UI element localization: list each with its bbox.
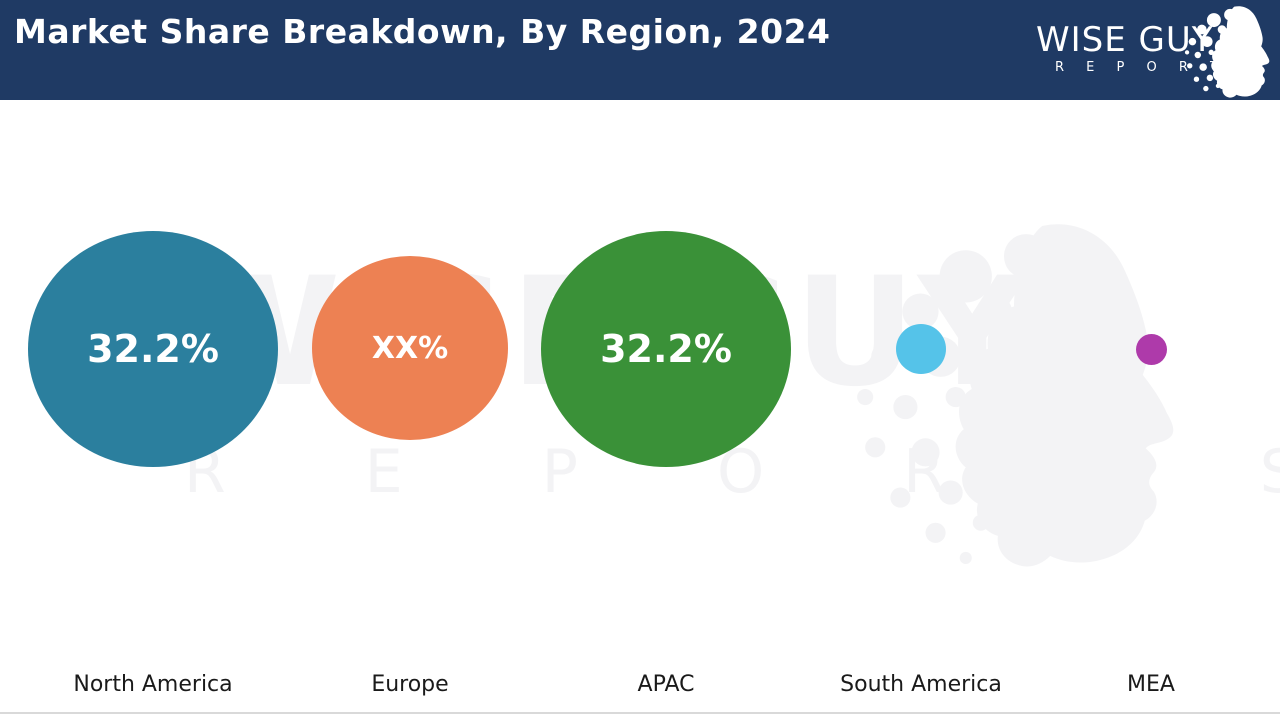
logo-subtitle: R E P O R T S xyxy=(1055,60,1258,75)
logo-wordmark: WISE GUY xyxy=(1036,20,1214,60)
page-title: Market Share Breakdown, By Region, 2024 xyxy=(14,12,831,51)
header-bar: Market Share Breakdown, By Region, 2024 … xyxy=(0,0,1280,100)
wiseguy-head-icon xyxy=(1184,6,1270,98)
bubble-mea xyxy=(1136,334,1167,365)
bubble-value-label: 32.2% xyxy=(87,327,219,371)
bubble-value-label: 32.2% xyxy=(600,327,732,371)
category-label-south-america: South America xyxy=(840,672,1002,697)
bottom-divider xyxy=(0,712,1280,714)
category-label-mea: MEA xyxy=(1127,672,1175,697)
category-label-north-america: North America xyxy=(73,672,233,697)
category-label-apac: APAC xyxy=(637,672,695,697)
category-label-europe: Europe xyxy=(371,672,449,697)
wiseguy-head-watermark xyxy=(857,224,1174,567)
bubble-apac: 32.2% xyxy=(541,231,791,467)
bubble-europe: XX% xyxy=(312,256,508,440)
bubble-north-america: 32.2% xyxy=(28,231,278,467)
wiseguy-logo: WISE GUY R E P O R T S xyxy=(1032,0,1272,100)
bubble-south-america xyxy=(896,324,946,374)
bubble-value-label: XX% xyxy=(371,330,449,366)
